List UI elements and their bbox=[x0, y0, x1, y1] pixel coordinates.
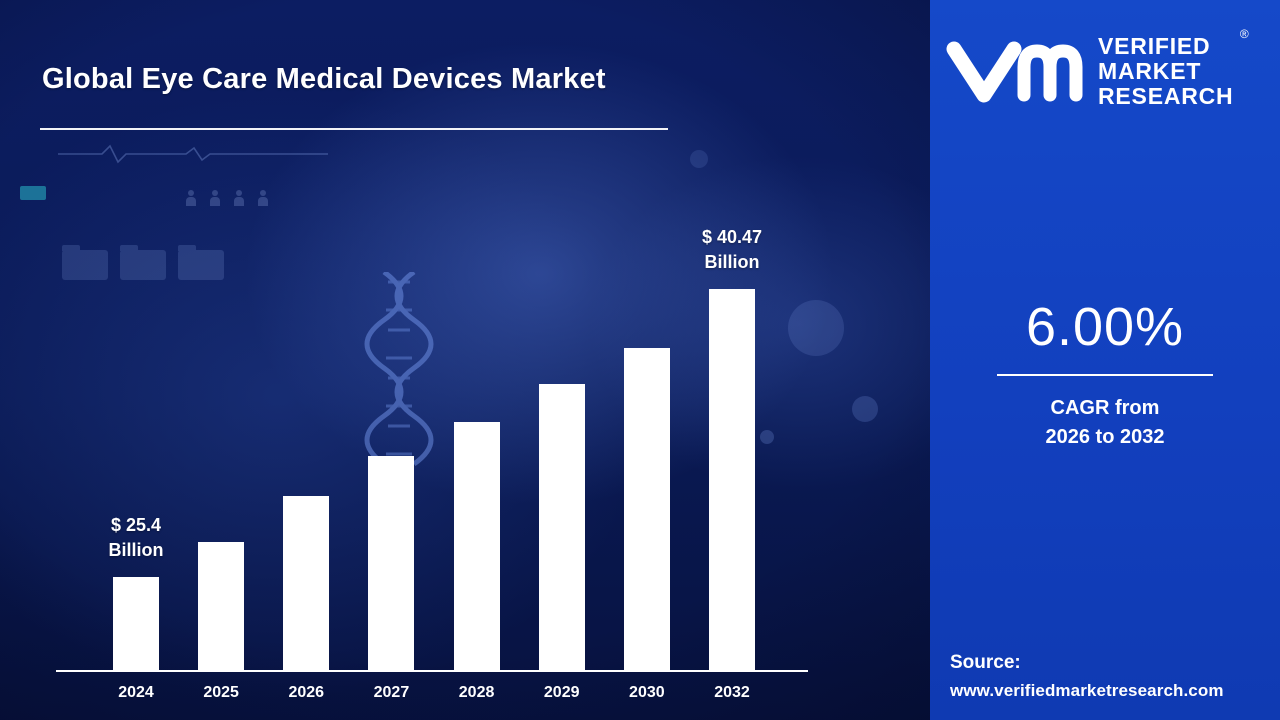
x-tick-2032: 2032 bbox=[714, 684, 750, 701]
bokeh-dot bbox=[852, 396, 878, 422]
bar-column-2025 bbox=[185, 262, 257, 670]
brand-name-line: MARKET bbox=[1098, 57, 1202, 84]
cagr-caption-line1: CAGR from bbox=[1050, 397, 1160, 419]
person-icon bbox=[258, 190, 268, 206]
monitor-icon bbox=[20, 186, 46, 200]
bar-column-2026 bbox=[270, 262, 342, 670]
brand-panel: ® VERIFIED MARKET RESEARCH 6.00% CAGR fr… bbox=[930, 0, 1280, 720]
people-icons bbox=[186, 190, 268, 206]
bar-2030 bbox=[623, 348, 670, 670]
x-tick-2030: 2030 bbox=[629, 684, 665, 701]
x-axis-labels: 2024 2025 2026 2027 2028 2029 2030 2032 bbox=[56, 684, 808, 702]
vmr-logo-monogram bbox=[946, 41, 1083, 103]
cagr-divider bbox=[997, 374, 1213, 376]
brand-logo: ® VERIFIED MARKET RESEARCH bbox=[946, 28, 1270, 109]
person-icon bbox=[210, 190, 220, 206]
registered-mark: ® bbox=[1239, 27, 1250, 41]
x-tick-2029: 2029 bbox=[543, 684, 580, 701]
person-icon bbox=[234, 190, 244, 206]
cagr-caption-line2: 2026 to 2032 bbox=[1045, 426, 1165, 448]
bar-2025 bbox=[198, 542, 245, 670]
bar-column-2027 bbox=[355, 262, 427, 670]
x-tick-2028: 2028 bbox=[458, 684, 495, 701]
x-tick-2025: 2025 bbox=[203, 684, 239, 701]
brand-name-line: RESEARCH bbox=[1098, 82, 1234, 109]
cagr-value: 6.00% bbox=[1025, 297, 1185, 357]
bar-value-label-2032: $ 40.47 Billion bbox=[701, 226, 763, 272]
bar-2026 bbox=[283, 496, 330, 670]
bar-column-2024: $ 25.4 Billion bbox=[100, 262, 172, 670]
title-underline bbox=[40, 128, 668, 130]
bar-column-2029 bbox=[526, 262, 598, 670]
bar-column-2030 bbox=[611, 262, 683, 670]
bar-column-2028 bbox=[441, 262, 513, 670]
x-tick-2024: 2024 bbox=[118, 684, 154, 701]
person-icon bbox=[186, 190, 196, 206]
bar-column-2032: $ 40.47 Billion bbox=[696, 227, 768, 670]
cagr-caption: CAGR from 2026 to 2032 bbox=[930, 394, 1280, 452]
bar-2028 bbox=[453, 422, 500, 670]
brand-name-line: VERIFIED bbox=[1098, 33, 1211, 59]
source-block: Source: www.verifiedmarketresearch.com bbox=[950, 648, 1272, 704]
cagr-block: 6.00% CAGR from 2026 to 2032 bbox=[930, 296, 1280, 452]
source-url: www.verifiedmarketresearch.com bbox=[950, 680, 1224, 700]
bar-2032 bbox=[708, 289, 755, 670]
x-tick-2027: 2027 bbox=[373, 684, 410, 701]
source-label: Source: bbox=[950, 652, 1021, 674]
x-tick-2026: 2026 bbox=[288, 684, 325, 701]
bar-2024 bbox=[113, 577, 159, 670]
bar-chart: $ 25.4 Billion $ 40.47 Billion 2024 2025 2026… bbox=[56, 227, 808, 702]
bokeh-dot bbox=[690, 150, 708, 168]
ecg-pulse-icon bbox=[58, 144, 328, 164]
bar-2027 bbox=[368, 456, 415, 670]
page-title: Global Eye Care Medical Devices Market bbox=[42, 63, 606, 96]
bar-value-label-2024: $ 25.4 Billion bbox=[108, 514, 164, 560]
bar-2029 bbox=[538, 384, 585, 670]
chart-section: Global Eye Care Medical Devices Market $… bbox=[0, 0, 930, 720]
plot-area: $ 25.4 Billion $ 40.47 Billion bbox=[56, 227, 808, 672]
brand-name: ® VERIFIED MARKET RESEARCH bbox=[1098, 28, 1249, 109]
